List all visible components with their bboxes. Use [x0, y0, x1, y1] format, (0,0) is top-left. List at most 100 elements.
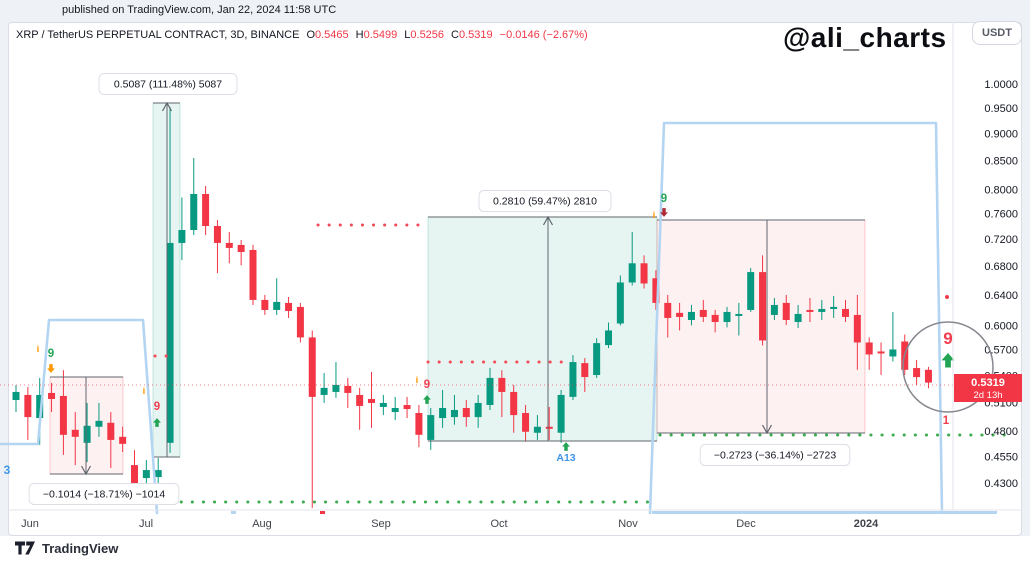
up-arrow-icon	[562, 442, 570, 451]
axis-blue-tick	[231, 511, 236, 514]
axis-red-tick	[320, 511, 325, 514]
time-tick-label: Sep	[371, 518, 391, 530]
candle-body	[450, 409, 458, 418]
candle-body	[498, 377, 506, 392]
candle-body	[605, 330, 612, 346]
td-count-one: 1	[943, 415, 950, 427]
candle-body	[71, 429, 79, 437]
tradingview-attribution[interactable]: TradingView	[14, 540, 118, 556]
candle-body	[403, 405, 411, 410]
candle-body	[107, 422, 115, 440]
ohlc-value: 0.5499	[363, 29, 398, 41]
candle-body	[794, 313, 802, 323]
td-setup-count: 9	[154, 401, 160, 413]
candle-body	[273, 301, 281, 310]
candle-body	[344, 385, 352, 393]
candle-body	[308, 337, 316, 397]
candle-body	[628, 263, 636, 283]
candle-body	[213, 225, 221, 243]
candle-body	[830, 306, 838, 309]
bottom-strip	[0, 536, 1030, 564]
candle-body	[237, 244, 245, 252]
up-arrow-icon	[941, 353, 955, 368]
ohlc-value: 0.5465	[315, 29, 349, 41]
candle-body	[818, 308, 826, 312]
candle-body	[735, 313, 743, 316]
measure-label-box	[478, 190, 612, 212]
info-icon: i	[143, 386, 146, 397]
candle-body	[865, 342, 873, 355]
candle-body	[415, 412, 423, 435]
info-icon: i	[653, 210, 656, 221]
candle-body	[699, 309, 707, 317]
chart-card	[8, 22, 1022, 536]
price-tick-label: 0.9500	[984, 103, 1018, 115]
time-tick-label: Dec	[736, 518, 756, 530]
candle-body	[131, 465, 138, 484]
candle-body	[391, 407, 399, 413]
tradingview-logo-icon	[15, 541, 35, 555]
highlight-circle	[902, 321, 994, 413]
ohlc-key: O	[306, 29, 315, 41]
time-tick-label: Aug	[252, 518, 272, 530]
candle-body	[119, 436, 127, 444]
candle-body	[889, 349, 897, 357]
measure-label-box	[699, 444, 851, 466]
td-setup-count: 9	[48, 348, 54, 360]
candle-body	[142, 470, 150, 479]
measure-arrowhead	[542, 215, 554, 226]
td-setup-count: 9	[424, 379, 430, 391]
up-arrow-icon	[153, 418, 161, 427]
candle-body	[249, 249, 257, 300]
price-tick-label: 1.0000	[984, 79, 1018, 91]
candle-body	[723, 311, 731, 323]
candle-body	[59, 395, 67, 435]
bar-countdown: 2d 13h	[973, 390, 1002, 401]
measure-arrowhead	[761, 424, 773, 435]
measure-label-text: −0.2723 (−36.14%) −2723	[714, 450, 836, 462]
price-tick-label: 0.8000	[984, 184, 1018, 196]
candle-body	[687, 311, 695, 320]
candle-body	[640, 263, 648, 284]
ohlc-key: C	[451, 29, 459, 41]
price-tick-label: 0.6800	[984, 261, 1018, 273]
down-arrow-icon	[47, 364, 55, 373]
measure-arrowhead	[80, 465, 92, 476]
measure-label-text: −0.1014 (−18.71%) −1014	[43, 489, 165, 501]
time-tick-label: Jun	[21, 518, 39, 530]
candle-body	[770, 304, 778, 315]
info-icon: i	[37, 344, 40, 355]
candle-body	[178, 230, 186, 243]
candle-body	[913, 368, 921, 378]
candle-body	[853, 314, 861, 343]
candle-body	[842, 308, 849, 317]
candle-body	[747, 272, 755, 310]
measure-label-box	[28, 483, 180, 505]
candle-body	[332, 384, 340, 392]
candle-body	[711, 314, 719, 323]
ohlc-key: H	[355, 29, 364, 41]
candle-body	[486, 377, 494, 406]
candle-body	[569, 362, 577, 397]
candle-body	[510, 391, 518, 416]
price-tick-label: 0.4800	[984, 426, 1018, 438]
time-tick-label: Jul	[139, 518, 153, 530]
candle-body	[877, 351, 885, 354]
candle-body	[581, 363, 589, 378]
candle-body	[474, 402, 482, 418]
candle-body	[439, 407, 447, 419]
candle-body	[12, 391, 20, 400]
price-tick-label: 0.5700	[984, 345, 1018, 357]
candle-body	[924, 369, 932, 383]
last-price-value: 0.5319	[971, 377, 1005, 389]
measure-box	[427, 216, 658, 442]
candle-body	[48, 392, 56, 399]
measure-label-text: 0.2810 (59.47%) 2810	[493, 196, 597, 208]
candle-body	[202, 194, 210, 226]
candle-body	[154, 470, 162, 478]
candle-body	[190, 194, 198, 231]
candle-body	[664, 302, 672, 318]
candle-body	[356, 394, 364, 406]
